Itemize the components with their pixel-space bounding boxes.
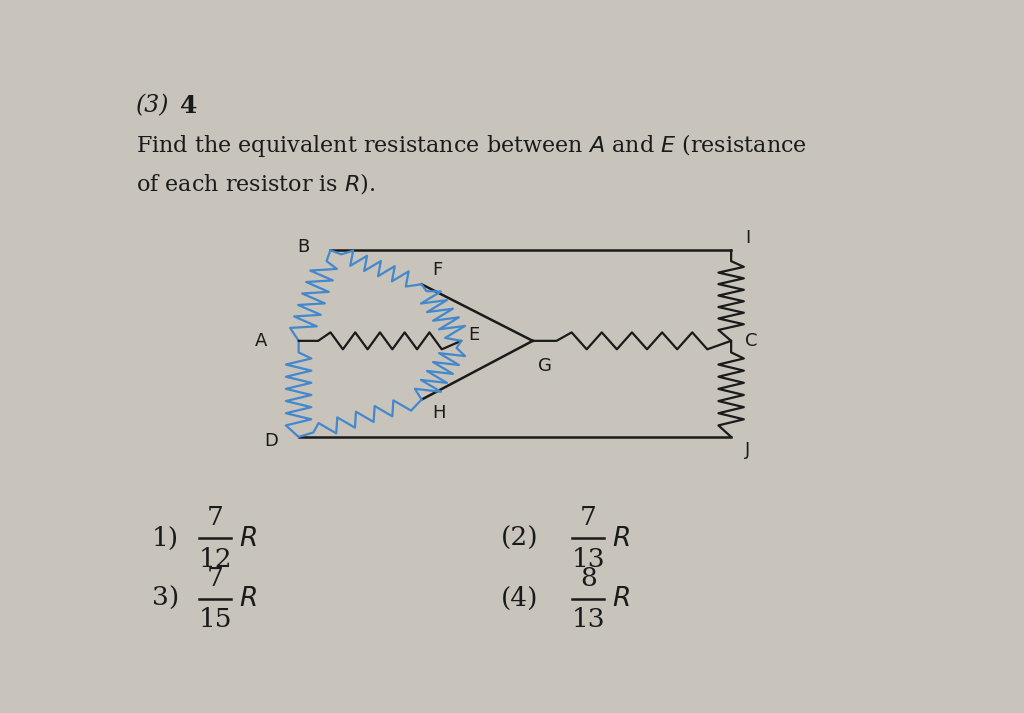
Text: 13: 13 (571, 547, 605, 572)
Text: Find the equivalent resistance between $A$ and $E$ (resistance: Find the equivalent resistance between $… (136, 132, 807, 159)
Text: 4: 4 (179, 94, 197, 118)
Text: (4): (4) (501, 586, 539, 611)
Text: C: C (745, 332, 758, 350)
Text: I: I (745, 229, 751, 247)
Text: $R$: $R$ (240, 526, 257, 551)
Text: 1): 1) (152, 526, 179, 551)
Text: (2): (2) (501, 526, 539, 551)
Text: B: B (297, 237, 309, 256)
Text: 7: 7 (580, 505, 597, 530)
Text: F: F (432, 262, 442, 279)
Text: E: E (468, 326, 479, 344)
Text: of each resistor is $R$).: of each resistor is $R$). (136, 170, 376, 195)
Text: J: J (745, 441, 751, 458)
Text: 7: 7 (207, 505, 223, 530)
Text: $R$: $R$ (612, 526, 630, 551)
Text: A: A (255, 332, 267, 350)
Text: $R$: $R$ (612, 586, 630, 611)
Text: 3): 3) (152, 586, 179, 611)
Text: H: H (432, 404, 445, 422)
Text: G: G (538, 356, 552, 374)
Text: (3): (3) (136, 94, 169, 117)
Text: 12: 12 (199, 547, 232, 572)
Text: 15: 15 (199, 607, 232, 632)
Text: 13: 13 (571, 607, 605, 632)
Text: 8: 8 (580, 565, 597, 590)
Text: 7: 7 (207, 565, 223, 590)
Text: $R$: $R$ (240, 586, 257, 611)
Text: D: D (264, 431, 278, 450)
